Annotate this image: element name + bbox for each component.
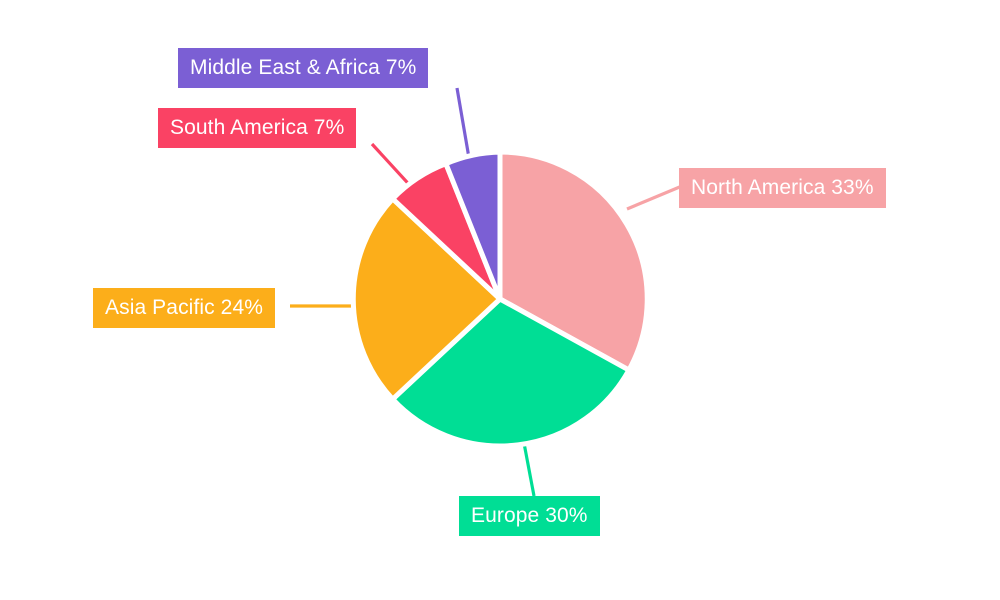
pie-label-europe-text: Europe 30% — [471, 504, 588, 527]
pie-label-middle-east-africa-text: Middle East & Africa 7% — [190, 56, 417, 79]
pie-label-asia-pacific[interactable]: Asia Pacific 24% — [93, 288, 276, 328]
pie-label-asia-pacific-text: Asia Pacific 24% — [105, 296, 264, 319]
pie-label-north-america-text: North America 33% — [691, 176, 874, 199]
pie-label-middle-east-africa[interactable]: Middle East & Africa 7% — [178, 48, 429, 88]
pie-slice-asia-pacific[interactable] — [350, 196, 503, 402]
leader-line-north-america — [626, 184, 683, 211]
pie-label-south-america[interactable]: South America 7% — [158, 108, 357, 148]
pie-slice-middle-east-africa[interactable] — [443, 149, 503, 302]
pie-label-south-america-text: South America 7% — [170, 116, 345, 139]
leader-line-middle-east-africa — [455, 87, 471, 159]
pie-slices — [350, 149, 650, 449]
pie-slice-north-america[interactable] — [497, 149, 650, 373]
pie-slice-europe[interactable] — [390, 296, 632, 449]
pie-label-europe[interactable]: Europe 30% — [459, 496, 600, 536]
leader-line-europe — [522, 442, 536, 497]
pie-label-north-america[interactable]: North America 33% — [679, 168, 886, 208]
